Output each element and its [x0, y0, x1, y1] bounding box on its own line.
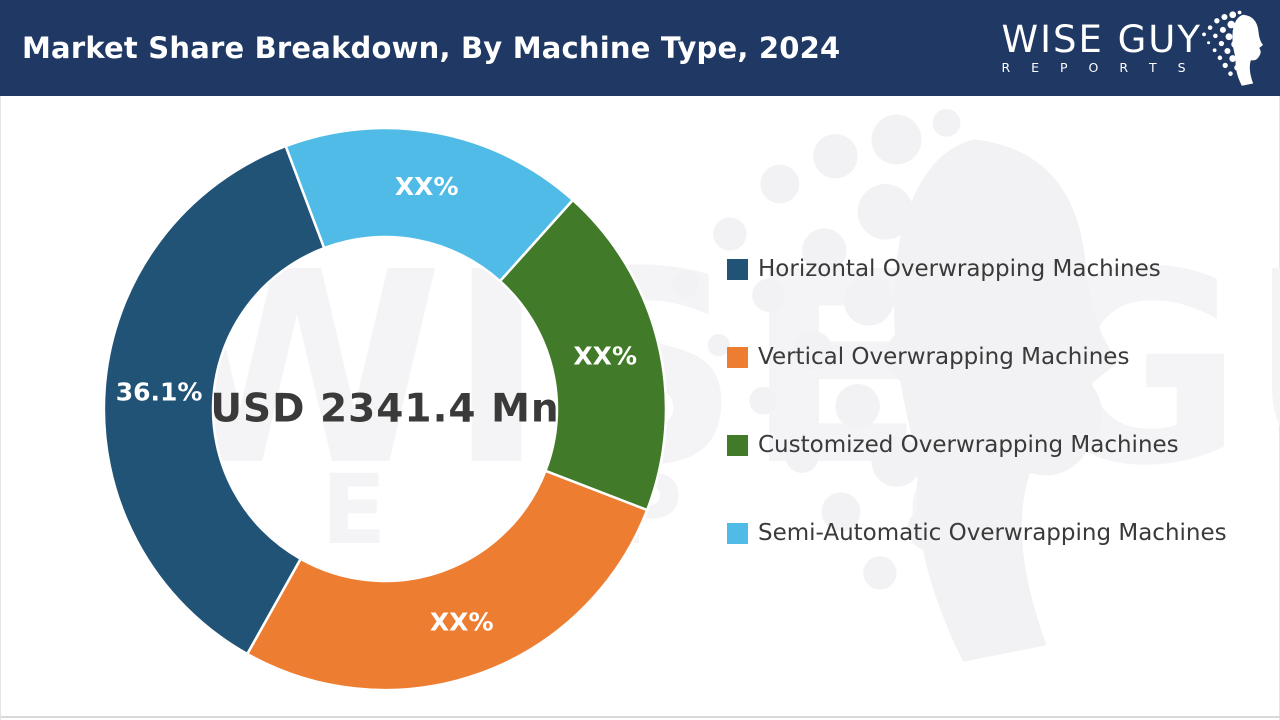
brand-face-icon	[1202, 10, 1263, 86]
pie-slice	[246, 469, 649, 692]
legend-item: Horizontal Overwrapping Machines	[727, 256, 1227, 282]
pie-slice	[284, 126, 575, 283]
legend-label: Semi-Automatic Overwrapping Machines	[758, 520, 1227, 546]
legend-label: Horizontal Overwrapping Machines	[758, 256, 1161, 282]
brand-logo: WISE GUY R E P O R T S	[1002, 9, 1266, 87]
legend-swatch	[727, 346, 748, 368]
pie-slice	[102, 144, 326, 656]
chart-center-value: USD 2341.4 Mn	[210, 387, 559, 432]
legend-item: Semi-Automatic Overwrapping Machines	[727, 520, 1227, 546]
legend-item: Vertical Overwrapping Machines	[727, 344, 1227, 370]
brand-tagline: R E P O R T S	[1001, 60, 1195, 76]
slice-label: 36.1%	[116, 377, 203, 406]
chart-canvas: WISE GU E P O 36.1%XX%XX%XX% USD 2341.4 …	[0, 96, 1280, 720]
legend-label: Customized Overwrapping Machines	[758, 432, 1179, 458]
slice-label: XX%	[430, 608, 494, 637]
chart-legend: Horizontal Overwrapping Machines Vertica…	[727, 256, 1227, 546]
pie-slice	[498, 198, 668, 512]
header-banner: Market Share Breakdown, By Machine Type,…	[0, 0, 1280, 96]
brand-name: WISE GUY	[1001, 18, 1202, 62]
legend-swatch	[727, 522, 748, 544]
donut-chart: 36.1% XX% XX% XX% USD 2341.4 Mn	[102, 126, 668, 692]
legend-swatch	[727, 434, 748, 456]
slice-label: XX%	[395, 172, 459, 201]
legend-item: Customized Overwrapping Machines	[727, 432, 1227, 458]
page-title: Market Share Breakdown, By Machine Type,…	[22, 31, 841, 65]
legend-swatch	[727, 258, 748, 280]
brand-logo-text: WISE GUY R E P O R T S	[1002, 21, 1202, 75]
bottom-divider	[1, 716, 1280, 718]
watermark-face-icon	[671, 109, 1119, 662]
legend-label: Vertical Overwrapping Machines	[758, 344, 1130, 370]
slice-label: XX%	[573, 342, 637, 371]
